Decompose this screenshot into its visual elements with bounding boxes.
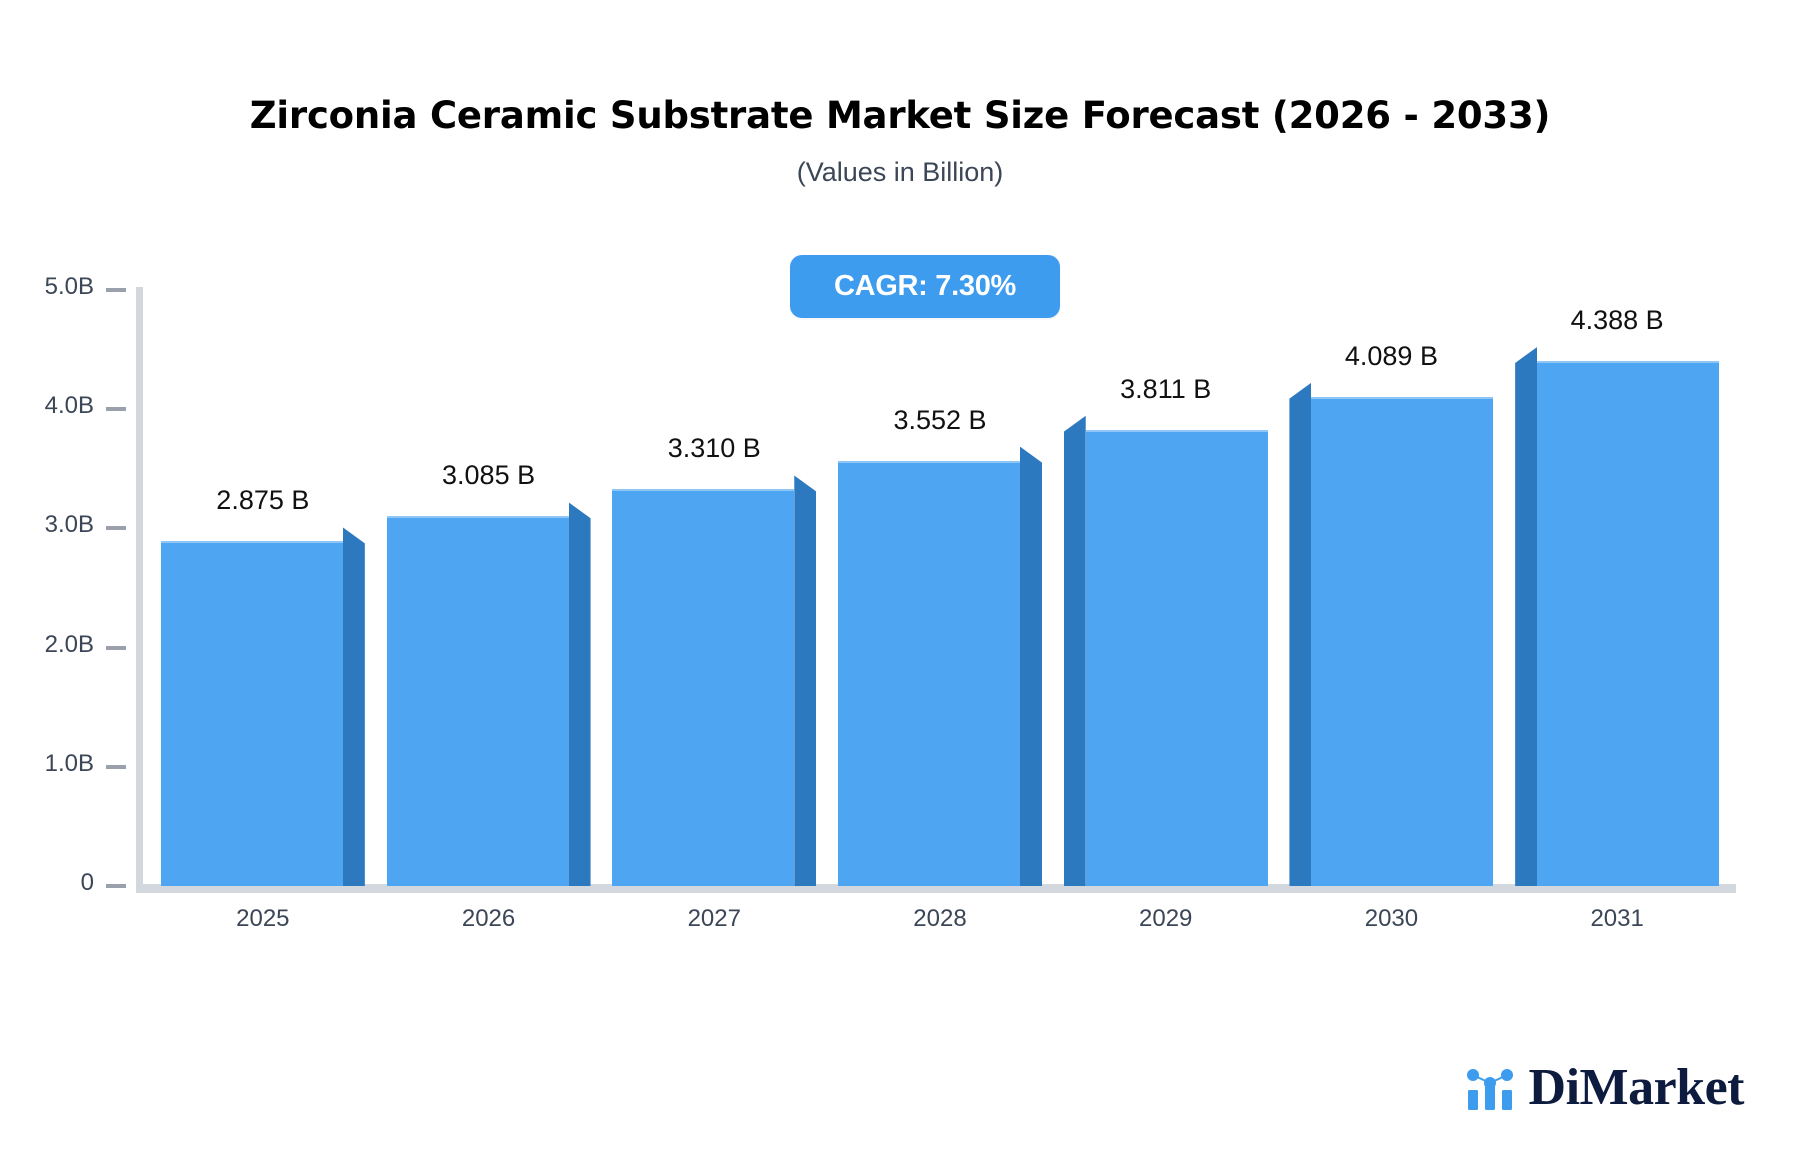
bar-value-label: 3.310 B (667, 433, 761, 464)
bar-side-face (1020, 446, 1042, 886)
y-axis-tick-label: 1.0B (44, 749, 94, 777)
bar-side-face (794, 475, 817, 886)
y-axis-tick-mark (106, 526, 126, 531)
bar-value-label: 4.388 B (1570, 304, 1664, 335)
bar-value-label: 4.089 B (1344, 340, 1438, 371)
bar-side-face (1063, 415, 1086, 886)
bar-face (1537, 360, 1720, 886)
bar-side-face (568, 502, 591, 886)
x-axis-label: 2025 (236, 905, 290, 932)
bar-side-face (1515, 346, 1538, 886)
x-axis-label: 2028 (913, 905, 967, 932)
title-block: Zirconia Ceramic Substrate Market Size F… (0, 94, 1800, 188)
chart-title: Zirconia Ceramic Substrate Market Size F… (249, 94, 1551, 137)
bar-value-label: 2.875 B (216, 485, 310, 516)
bar-face (1311, 396, 1494, 886)
dimarket-logo: DiMarket (1465, 1059, 1745, 1116)
x-axis-label: 2027 (687, 905, 741, 932)
y-axis-tick-label: 4.0B (44, 392, 94, 420)
logo-text: DiMarket (1528, 1059, 1745, 1116)
y-axis-tick-mark (106, 884, 126, 888)
bar-value-label: 3.085 B (442, 460, 536, 491)
y-axis-tick-mark (106, 764, 126, 769)
y-axis-tick-label: 5.0B (44, 273, 94, 300)
y-axis-tick-label: 2.0B (44, 630, 94, 658)
bar-face (386, 516, 569, 886)
x-axis-label: 2029 (1139, 905, 1193, 932)
bar-side-face (342, 527, 365, 886)
bar-face (612, 489, 795, 886)
x-axis-label: 2030 (1364, 905, 1419, 932)
x-axis-label: 2026 (461, 905, 516, 932)
bar-face (160, 541, 343, 886)
bar-face (1085, 429, 1268, 886)
cagr-badge: CAGR: 7.30% (790, 255, 1060, 318)
bar-value-label: 3.552 B (893, 404, 987, 435)
bar-value-label: 3.811 B (1120, 373, 1212, 404)
bar-side-face (1289, 382, 1312, 886)
y-axis-tick-label: 0 (80, 869, 94, 896)
bar-face (838, 460, 1020, 886)
y-axis-line (136, 287, 143, 889)
y-axis-tick-mark (106, 645, 126, 650)
y-axis-tick-mark (106, 288, 126, 292)
cagr-badge-label: CAGR: 7.30% (833, 270, 1017, 302)
chart-subtitle: (Values in Billion) (796, 156, 1004, 187)
bar-chart-dots-icon (1466, 1069, 1513, 1110)
y-axis-tick-label: 3.0B (44, 511, 94, 539)
x-axis-line (136, 884, 1736, 893)
x-axis-label: 2031 (1590, 905, 1644, 932)
y-axis-tick-mark (106, 407, 126, 412)
